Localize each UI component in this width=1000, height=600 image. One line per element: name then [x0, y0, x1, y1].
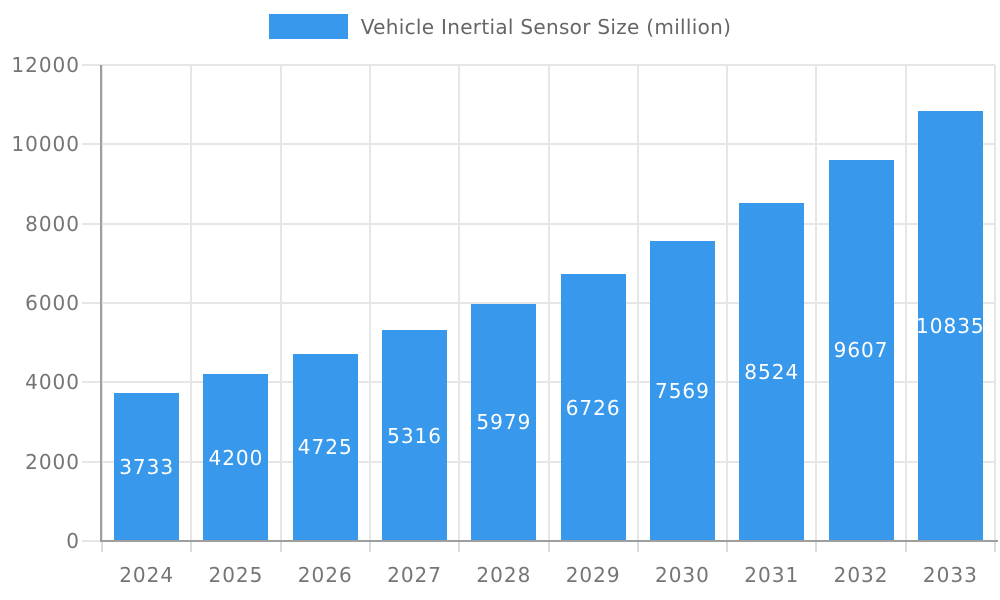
x-axis-tick-label: 2032 [833, 563, 889, 587]
x-axis-tick-mark [904, 541, 907, 552]
x-axis-tick-label: 2030 [654, 563, 710, 587]
x-axis-tick-label: 2031 [744, 563, 800, 587]
bar-2024[interactable] [114, 392, 180, 541]
y-axis-tick-label: 8000 [25, 211, 80, 236]
x-axis-tick-label: 2024 [119, 563, 175, 587]
y-axis-line [100, 65, 102, 541]
x-axis-tick-mark [547, 541, 550, 552]
gridline-vertical [190, 65, 193, 541]
bar-2031[interactable] [739, 202, 805, 541]
y-axis-tick-label: 4000 [25, 370, 80, 395]
legend[interactable]: Vehicle Inertial Sensor Size (million) [0, 14, 1000, 39]
x-axis-tick-mark [994, 541, 996, 552]
x-axis-tick-label: 2029 [565, 563, 621, 587]
y-axis-tick-label: 0 [66, 529, 80, 553]
y-axis-tick-label: 2000 [25, 449, 80, 474]
gridline-horizontal [82, 302, 995, 304]
x-axis-tick-mark [726, 541, 729, 552]
y-axis-tick-label: 10000 [11, 132, 80, 157]
gridline-vertical [368, 65, 371, 541]
x-axis-tick-mark [815, 541, 818, 552]
gridline-vertical [994, 65, 996, 541]
x-axis-tick-mark [636, 541, 639, 552]
bar-2032[interactable] [828, 159, 894, 541]
gridline-vertical [815, 65, 818, 541]
gridline-vertical [636, 65, 639, 541]
bar-2025[interactable] [203, 374, 269, 541]
gridline-horizontal [82, 381, 995, 384]
bar-2033[interactable] [917, 111, 983, 541]
legend-label: Vehicle Inertial Sensor Size (million) [360, 14, 732, 39]
x-axis-tick-mark [101, 541, 103, 552]
x-axis-tick-mark [458, 541, 461, 552]
x-axis-tick-label: 2028 [476, 563, 532, 587]
x-axis-tick-label: 2027 [387, 563, 442, 587]
bar-2030[interactable] [649, 240, 715, 541]
x-axis-tick-label: 2025 [208, 563, 264, 587]
gridline-horizontal [82, 222, 995, 225]
gridline-vertical [726, 65, 729, 541]
x-axis-tick-mark [190, 541, 193, 552]
x-axis-tick-mark [279, 541, 282, 552]
x-axis-tick-mark [368, 541, 371, 552]
bar-2028[interactable] [471, 303, 537, 541]
y-axis-tick-label: 6000 [25, 291, 80, 315]
gridline-vertical [547, 65, 550, 541]
x-axis-tick-label: 2026 [297, 563, 353, 587]
gridline-vertical [279, 65, 282, 541]
x-axis-line [100, 540, 998, 542]
y-axis-tick-label: 12000 [11, 53, 80, 77]
bar-2029[interactable] [560, 274, 626, 541]
x-axis-tick-label: 2033 [922, 563, 978, 587]
bar-2027[interactable] [382, 330, 448, 541]
gridline-horizontal [82, 460, 995, 463]
gridline-vertical [458, 65, 461, 541]
gridline-vertical [904, 65, 907, 541]
legend-swatch-icon [268, 14, 348, 39]
bar-2026[interactable] [292, 353, 358, 541]
gridline-horizontal [82, 64, 995, 66]
gridline-vertical [101, 65, 103, 541]
gridline-horizontal [82, 143, 995, 146]
